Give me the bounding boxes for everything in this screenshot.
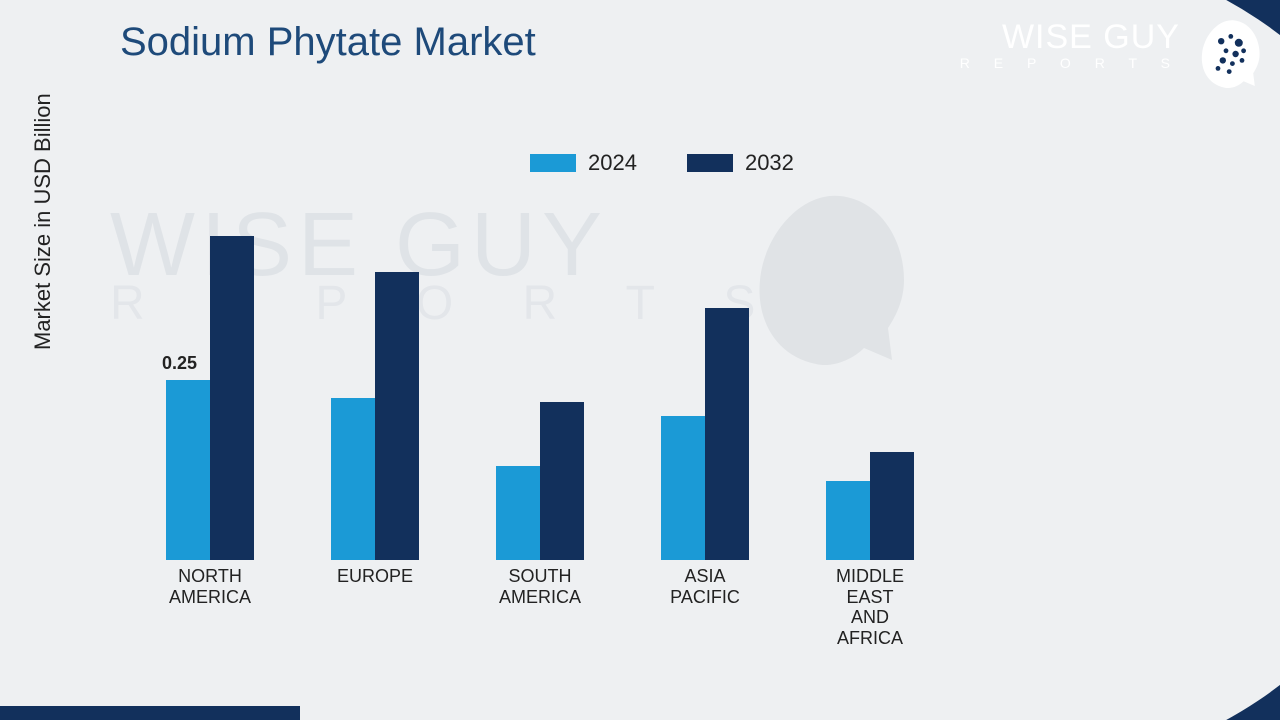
legend: 2024 2032 (530, 150, 794, 176)
bar-2024 (826, 481, 870, 560)
chart-canvas: Sodium Phytate Market WISE GUY R E P O R… (0, 0, 1280, 720)
bar-2032 (210, 236, 254, 560)
bar-2024 (331, 398, 375, 560)
plot-area: 0.25NORTHAMERICAEUROPESOUTHAMERICAASIAPA… (130, 200, 960, 560)
bar-value-label: 0.25 (162, 353, 197, 374)
chart-title: Sodium Phytate Market (120, 20, 536, 65)
legend-swatch-2032 (687, 154, 733, 172)
legend-label-2024: 2024 (588, 150, 637, 176)
category-label: EUROPE (295, 566, 455, 587)
bar-2032 (705, 308, 749, 560)
y-axis-label: Market Size in USD Billion (30, 93, 56, 350)
category-label: SOUTHAMERICA (460, 566, 620, 607)
legend-item-2032: 2032 (687, 150, 794, 176)
brand-logo: WISE GUY R E P O R T S (960, 18, 1180, 71)
bottom-strip (0, 706, 300, 720)
bar-2032 (375, 272, 419, 560)
logo-sub: R E P O R T S (960, 55, 1180, 71)
legend-item-2024: 2024 (530, 150, 637, 176)
logo-main: WISE GUY (960, 18, 1180, 57)
bar-2024 (496, 466, 540, 560)
bar-2024 (661, 416, 705, 560)
legend-swatch-2024 (530, 154, 576, 172)
category-label: MIDDLEEASTANDAFRICA (790, 566, 950, 649)
bar-chart: Market Size in USD Billion 2024 2032 0.2… (90, 150, 960, 690)
bar-2032 (540, 402, 584, 560)
bar-2032 (870, 452, 914, 560)
category-label: ASIAPACIFIC (625, 566, 785, 607)
bar-2024 (166, 380, 210, 560)
logo-head-icon (1186, 14, 1266, 94)
category-label: NORTHAMERICA (130, 566, 290, 607)
legend-label-2032: 2032 (745, 150, 794, 176)
